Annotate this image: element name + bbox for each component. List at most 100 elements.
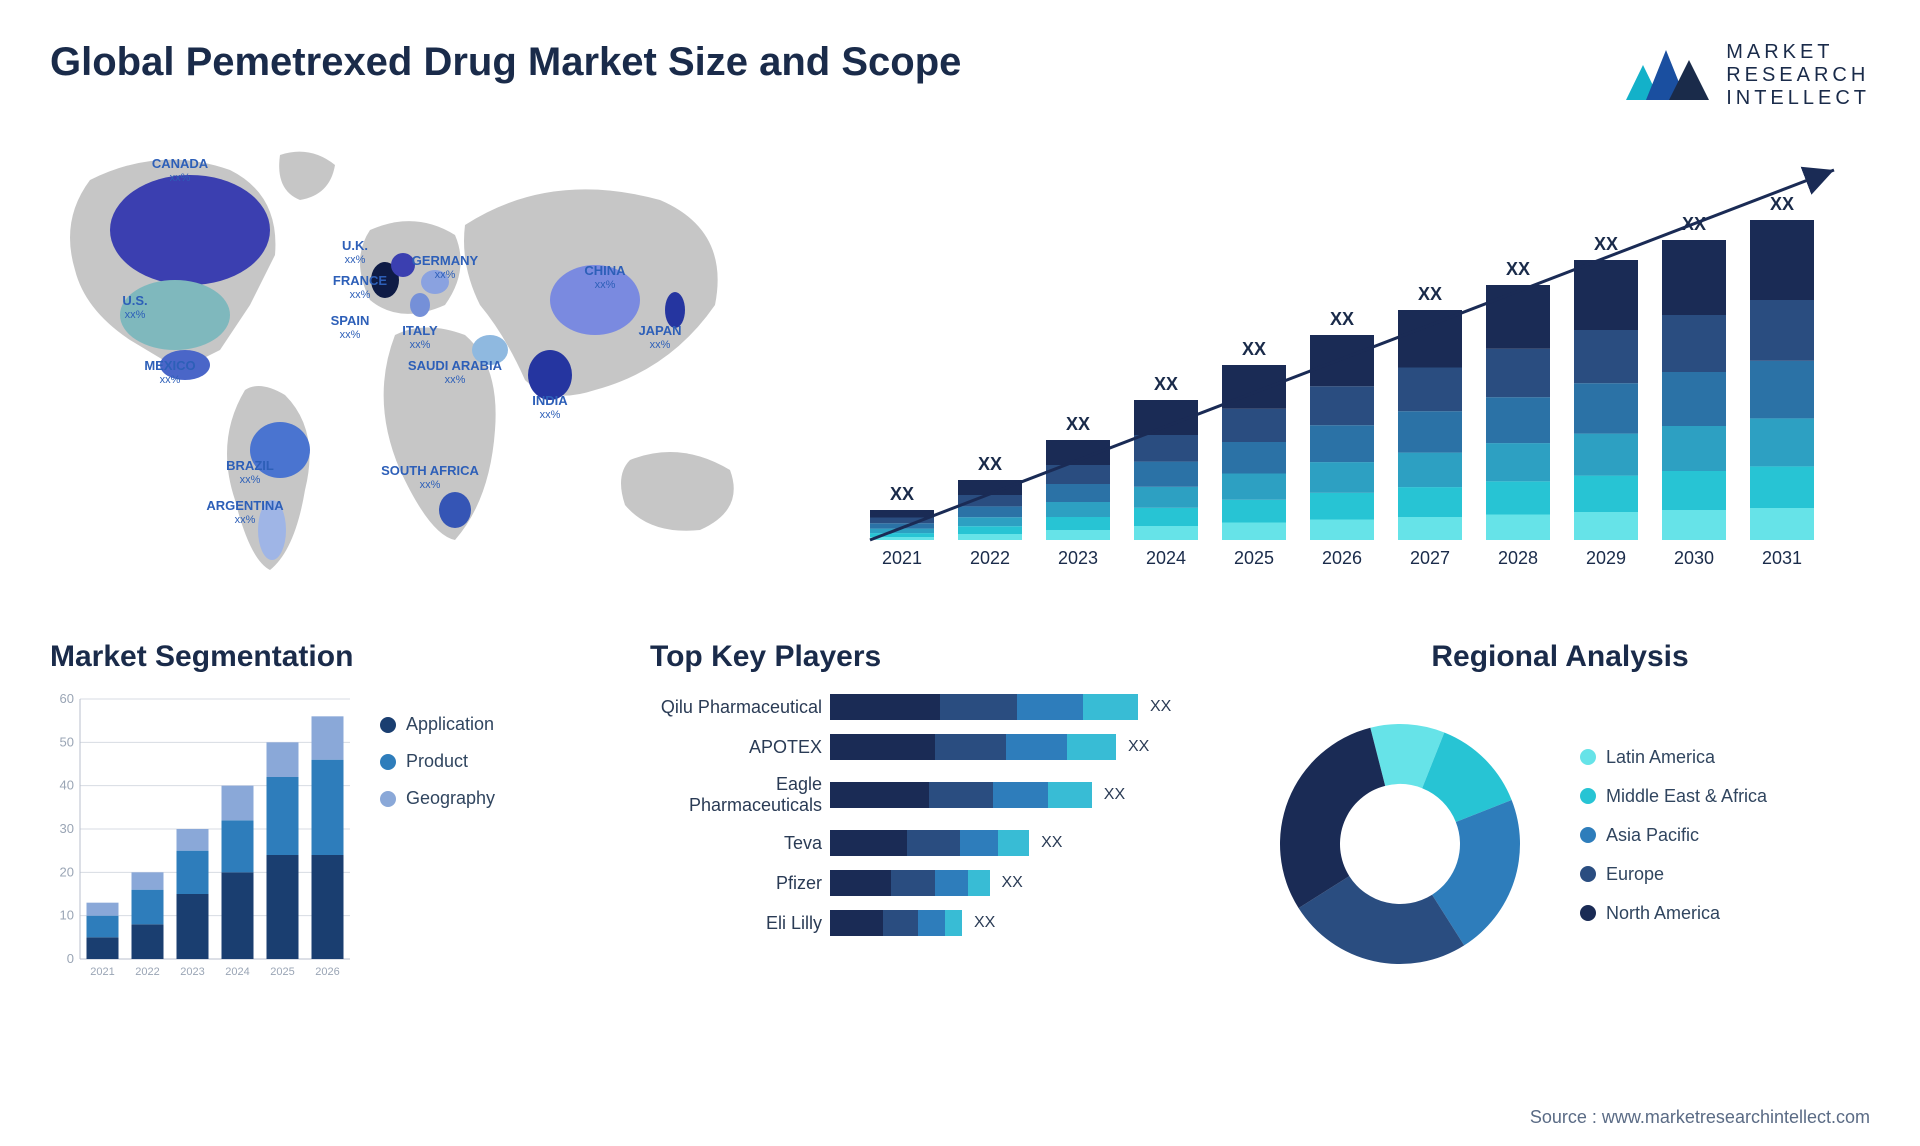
svg-text:2025: 2025: [270, 966, 294, 978]
legend-item: Product: [380, 751, 495, 772]
svg-text:XX: XX: [1594, 234, 1618, 254]
legend-label: Latin America: [1606, 747, 1715, 768]
forecast-bar-panel: XX2021XX2022XX2023XX2024XX2025XX2026XX20…: [850, 140, 1870, 590]
player-bar-segment: [830, 782, 929, 808]
segmentation-panel: Market Segmentation 01020304050602021202…: [50, 640, 610, 1020]
svg-text:XX: XX: [1506, 259, 1530, 279]
player-label: Teva: [650, 833, 830, 854]
player-row: Eli LillyXX: [650, 910, 1210, 936]
svg-text:40: 40: [60, 778, 74, 793]
svg-text:ITALY: ITALY: [402, 323, 438, 338]
svg-text:BRAZIL: BRAZIL: [226, 458, 274, 473]
row-top: CANADAxx%U.S.xx%MEXICOxx%BRAZILxx%ARGENT…: [50, 140, 1870, 590]
legend-label: Product: [406, 751, 468, 772]
svg-text:xx%: xx%: [240, 474, 261, 486]
svg-text:MEXICO: MEXICO: [144, 358, 195, 373]
player-bar-segment: [830, 830, 907, 856]
legend-label: North America: [1606, 903, 1720, 924]
svg-text:2022: 2022: [970, 548, 1010, 568]
player-bar-segment: [1048, 782, 1092, 808]
logo-line2: RESEARCH: [1726, 64, 1870, 87]
svg-text:CHINA: CHINA: [584, 263, 626, 278]
player-bar-segment: [968, 870, 990, 896]
player-bar-segment: [1083, 694, 1138, 720]
player-bar-segment: [830, 734, 935, 760]
player-value: XX: [1002, 874, 1023, 892]
svg-text:INDIA: INDIA: [532, 393, 568, 408]
player-bar-wrap: XX: [830, 910, 1210, 936]
svg-text:SOUTH AFRICA: SOUTH AFRICA: [381, 463, 479, 478]
legend-item: Middle East & Africa: [1580, 786, 1767, 807]
svg-text:xx%: xx%: [420, 479, 441, 491]
segmentation-chart: 0102030405060202120222023202420252026: [50, 694, 350, 994]
regional-title: Regional Analysis: [1250, 640, 1870, 674]
source-label: Source : www.marketresearchintellect.com: [1530, 1107, 1870, 1128]
svg-text:xx%: xx%: [340, 329, 361, 341]
svg-text:xx%: xx%: [435, 269, 456, 281]
svg-text:XX: XX: [890, 484, 914, 504]
player-bar: [830, 870, 990, 896]
legend-swatch: [1580, 827, 1596, 843]
svg-text:XX: XX: [978, 454, 1002, 474]
legend-label: Application: [406, 714, 494, 735]
legend-label: Europe: [1606, 864, 1664, 885]
page-title: Global Pemetrexed Drug Market Size and S…: [50, 40, 961, 85]
legend-swatch: [1580, 749, 1596, 765]
player-label: Eli Lilly: [650, 913, 830, 934]
players-chart: Qilu PharmaceuticalXX APOTEXXX Eagle Pharm…: [650, 694, 1210, 936]
svg-text:2026: 2026: [1322, 548, 1362, 568]
svg-text:xx%: xx%: [445, 374, 466, 386]
legend-swatch: [380, 754, 396, 770]
player-row: APOTEXXX: [650, 734, 1210, 760]
svg-text:2021: 2021: [90, 966, 114, 978]
svg-text:JAPAN: JAPAN: [638, 323, 681, 338]
regional-legend: Latin AmericaMiddle East & AfricaAsia Pa…: [1580, 747, 1767, 942]
svg-text:2026: 2026: [315, 966, 339, 978]
player-label: Eagle Pharmaceuticals: [650, 774, 830, 816]
svg-text:U.S.: U.S.: [122, 293, 147, 308]
legend-swatch: [380, 717, 396, 733]
segmentation-legend: Application Product Geography: [380, 694, 495, 994]
player-value: XX: [1104, 786, 1125, 804]
svg-text:XX: XX: [1330, 309, 1354, 329]
world-map: CANADAxx%U.S.xx%MEXICOxx%BRAZILxx%ARGENT…: [50, 140, 810, 590]
svg-text:2022: 2022: [135, 966, 159, 978]
player-bar-segment: [830, 910, 883, 936]
svg-text:SPAIN: SPAIN: [331, 313, 370, 328]
player-row: Qilu PharmaceuticalXX: [650, 694, 1210, 720]
player-bar-segment: [883, 910, 918, 936]
player-bar-segment: [918, 910, 946, 936]
player-bar-segment: [830, 870, 891, 896]
legend-swatch: [1580, 866, 1596, 882]
svg-text:xx%: xx%: [650, 339, 671, 351]
player-bar-segment: [929, 782, 993, 808]
player-bar-segment: [998, 830, 1029, 856]
legend-item: Geography: [380, 788, 495, 809]
svg-text:CANADA: CANADA: [152, 156, 209, 171]
player-bar: [830, 830, 1029, 856]
svg-text:xx%: xx%: [540, 409, 561, 421]
header: Global Pemetrexed Drug Market Size and S…: [50, 40, 1870, 110]
player-bar-wrap: XX: [830, 734, 1210, 760]
svg-text:2025: 2025: [1234, 548, 1274, 568]
svg-text:2023: 2023: [180, 966, 204, 978]
player-bar-wrap: XX: [830, 830, 1210, 856]
row-bottom: Market Segmentation 01020304050602021202…: [50, 640, 1870, 1020]
svg-text:FRANCE: FRANCE: [333, 273, 387, 288]
player-value: XX: [1128, 738, 1149, 756]
player-bar: [830, 910, 962, 936]
player-bar-segment: [935, 734, 1007, 760]
player-label: Pfizer: [650, 873, 830, 894]
svg-text:2031: 2031: [1762, 548, 1802, 568]
legend-swatch: [1580, 788, 1596, 804]
player-bar: [830, 734, 1116, 760]
svg-text:XX: XX: [1242, 339, 1266, 359]
players-panel: Top Key Players Qilu PharmaceuticalXXAPO…: [650, 640, 1210, 1020]
svg-text:60: 60: [60, 694, 74, 706]
player-bar-segment: [1067, 734, 1117, 760]
player-bar-segment: [945, 910, 962, 936]
regional-panel: Regional Analysis Latin America Middle Ea…: [1250, 640, 1870, 1020]
svg-text:ARGENTINA: ARGENTINA: [206, 498, 284, 513]
legend-label: Geography: [406, 788, 495, 809]
logo-line3: INTELLECT: [1726, 87, 1870, 110]
